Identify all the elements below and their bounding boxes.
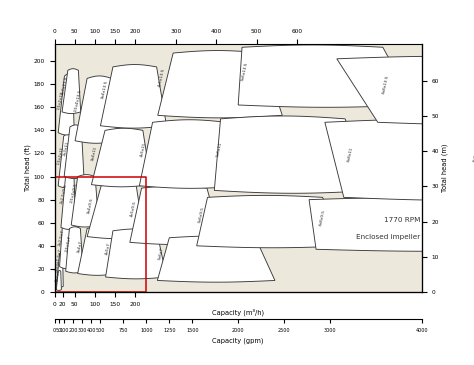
Polygon shape bbox=[58, 134, 73, 188]
Polygon shape bbox=[130, 186, 222, 245]
Polygon shape bbox=[61, 174, 76, 229]
Text: 3x4x7: 3x4x7 bbox=[77, 240, 83, 253]
Text: 4x5x9.5: 4x5x9.5 bbox=[130, 200, 137, 218]
Text: 2x2.5x9.5: 2x2.5x9.5 bbox=[60, 184, 68, 205]
Polygon shape bbox=[325, 119, 474, 200]
Text: 2.5x3x7: 2.5x3x7 bbox=[64, 235, 72, 252]
Text: Image 1. Pump family selection chart: Image 1. Pump family selection chart bbox=[0, 344, 142, 353]
Polygon shape bbox=[214, 116, 373, 193]
Polygon shape bbox=[64, 125, 84, 178]
Text: 3x4x13.5: 3x4x13.5 bbox=[100, 80, 108, 100]
X-axis label: Capacity (m³/h): Capacity (m³/h) bbox=[212, 308, 264, 316]
Polygon shape bbox=[62, 69, 81, 114]
Polygon shape bbox=[78, 227, 117, 275]
Text: 1x2x3: 1x2x3 bbox=[55, 269, 61, 282]
Text: 3x4x9.5: 3x4x9.5 bbox=[87, 197, 94, 214]
Text: 6x8x13.5: 6x8x13.5 bbox=[381, 74, 389, 94]
Polygon shape bbox=[66, 227, 83, 273]
Y-axis label: Total head (ft): Total head (ft) bbox=[24, 145, 31, 191]
Text: 2.5x4x13.5: 2.5x4x13.5 bbox=[74, 89, 83, 112]
Polygon shape bbox=[157, 236, 275, 282]
Text: 6x8x11: 6x8x11 bbox=[346, 146, 354, 162]
Text: 4x5x11: 4x5x11 bbox=[140, 142, 147, 157]
Text: Enclosed impeller: Enclosed impeller bbox=[356, 234, 420, 239]
Polygon shape bbox=[56, 253, 63, 288]
Text: 2.5x3x9.5: 2.5x3x9.5 bbox=[70, 182, 78, 204]
Polygon shape bbox=[337, 56, 474, 125]
Polygon shape bbox=[100, 65, 166, 128]
Polygon shape bbox=[91, 128, 151, 187]
Polygon shape bbox=[56, 270, 62, 291]
Polygon shape bbox=[158, 50, 282, 118]
Text: 5x6x13.5: 5x6x13.5 bbox=[241, 61, 249, 81]
Polygon shape bbox=[423, 115, 474, 207]
Text: 6x8x9.5: 6x8x9.5 bbox=[319, 210, 326, 227]
Text: 3x4x11: 3x4x11 bbox=[91, 145, 98, 161]
Polygon shape bbox=[309, 198, 474, 251]
Polygon shape bbox=[75, 76, 117, 143]
Polygon shape bbox=[197, 195, 348, 248]
Text: 2x2.5x7: 2x2.5x7 bbox=[58, 229, 65, 246]
Text: 5x6x7: 5x6x7 bbox=[158, 247, 165, 260]
Y-axis label: Total head (m): Total head (m) bbox=[442, 144, 448, 192]
Text: 4x5x7: 4x5x7 bbox=[105, 242, 112, 255]
Text: 5x6x9.5: 5x6x9.5 bbox=[198, 206, 205, 223]
Polygon shape bbox=[58, 74, 74, 135]
X-axis label: Capacity (gpm): Capacity (gpm) bbox=[212, 338, 264, 344]
Polygon shape bbox=[60, 219, 71, 268]
Text: 1.5x2x12: 1.5x2x12 bbox=[56, 91, 64, 110]
Polygon shape bbox=[71, 174, 99, 227]
Polygon shape bbox=[106, 229, 166, 279]
Text: 2x3x13.5: 2x3x13.5 bbox=[61, 75, 69, 95]
Text: 4x5x13.5: 4x5x13.5 bbox=[158, 68, 166, 87]
Polygon shape bbox=[87, 184, 144, 239]
Text: 2x3x11: 2x3x11 bbox=[63, 141, 70, 156]
Text: 1.5x2x11: 1.5x2x11 bbox=[56, 146, 64, 165]
Text: 8x8x11: 8x8x11 bbox=[473, 146, 474, 162]
Text: 5x6x11: 5x6x11 bbox=[216, 142, 223, 157]
Polygon shape bbox=[139, 120, 243, 188]
Text: (Images courtesy of HI): (Images courtesy of HI) bbox=[147, 344, 258, 353]
Polygon shape bbox=[238, 45, 414, 107]
Text: 1770 RPM: 1770 RPM bbox=[383, 218, 420, 223]
Text: 1.25x1.5x7: 1.25x1.5x7 bbox=[55, 248, 63, 272]
